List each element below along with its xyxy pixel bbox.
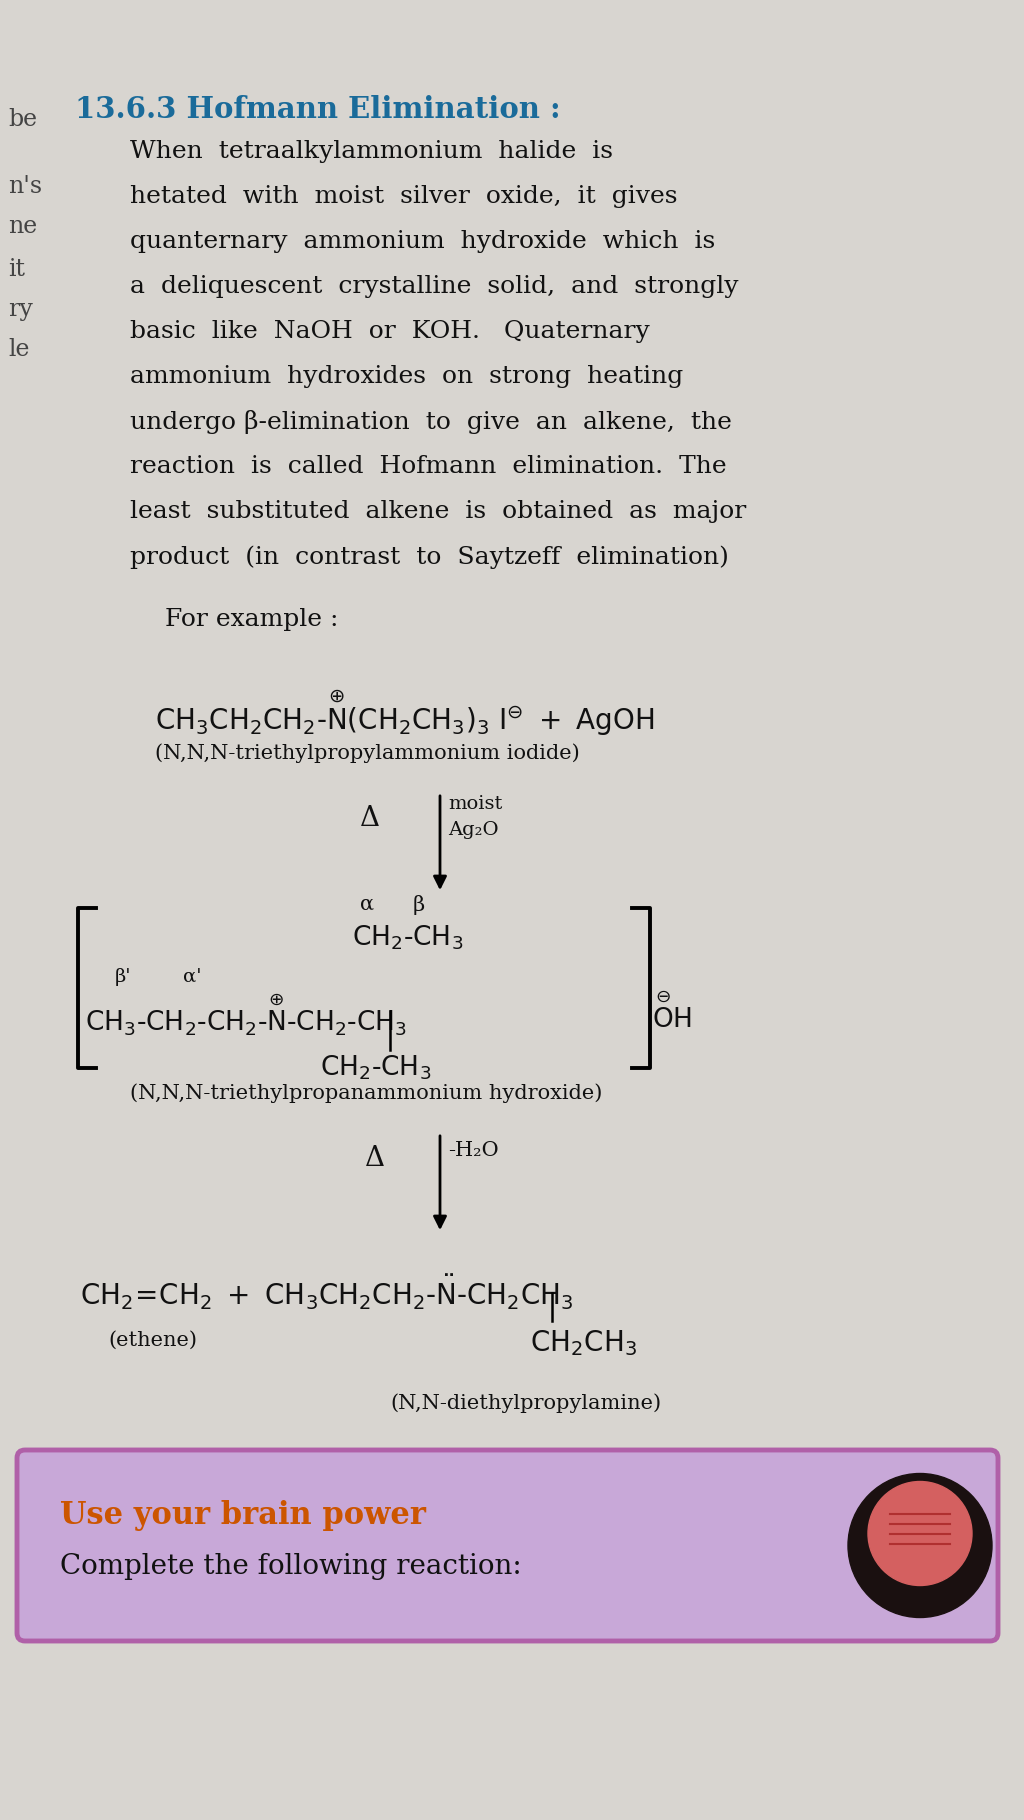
Text: (ethene): (ethene) [108,1330,197,1350]
Text: le: le [8,339,30,360]
Text: α: α [360,895,374,914]
Circle shape [848,1474,992,1618]
Text: ammonium  hydroxides  on  strong  heating: ammonium hydroxides on strong heating [130,366,683,388]
Text: When  tetraalkylammonium  halide  is: When tetraalkylammonium halide is [130,140,613,164]
Text: ry: ry [8,298,33,320]
Text: 13.6.3 Hofmann Elimination :: 13.6.3 Hofmann Elimination : [75,95,561,124]
Text: α': α' [183,968,202,986]
Text: $\mathrm{\overset{\ominus}{O}H}$: $\mathrm{\overset{\ominus}{O}H}$ [652,994,692,1034]
Text: (N,N,N-triethylpropanammonium hydroxide): (N,N,N-triethylpropanammonium hydroxide) [130,1083,602,1103]
Text: reaction  is  called  Hofmann  elimination.  The: reaction is called Hofmann elimination. … [130,455,727,479]
Text: n's: n's [8,175,42,198]
Circle shape [868,1481,972,1585]
Text: be: be [8,107,37,131]
Text: -H₂O: -H₂O [449,1141,499,1159]
Text: Ag₂O: Ag₂O [449,821,499,839]
Text: least  substituted  alkene  is  obtained  as  major: least substituted alkene is obtained as … [130,501,746,522]
Text: product  (in  contrast  to  Saytzeff  elimination): product (in contrast to Saytzeff elimina… [130,544,729,568]
Text: $\mathrm{CH_2\text{-}CH_3}$: $\mathrm{CH_2\text{-}CH_3}$ [352,923,463,952]
Text: (N,N-diethylpropylamine): (N,N-diethylpropylamine) [390,1392,662,1412]
Text: $\mathrm{CH_2CH_3}$: $\mathrm{CH_2CH_3}$ [530,1329,637,1358]
Text: hetated  with  moist  silver  oxide,  it  gives: hetated with moist silver oxide, it give… [130,186,678,207]
Text: basic  like  NaOH  or  KOH.   Quaternary: basic like NaOH or KOH. Quaternary [130,320,650,342]
Text: Use your brain power: Use your brain power [60,1500,426,1531]
Text: Complete the following reaction:: Complete the following reaction: [60,1552,522,1580]
Text: quanternary  ammonium  hydroxide  which  is: quanternary ammonium hydroxide which is [130,229,715,253]
Text: Δ: Δ [365,1145,385,1172]
FancyBboxPatch shape [17,1451,998,1642]
Text: ne: ne [8,215,37,238]
Text: β': β' [115,968,131,986]
Text: For example :: For example : [165,608,339,632]
Text: $\mathrm{CH_3\text{-}CH_2\text{-}CH_2\text{-}\overset{\oplus}{N}\text{-}CH_2\tex: $\mathrm{CH_3\text{-}CH_2\text{-}CH_2\te… [85,994,408,1039]
Text: it: it [8,258,25,280]
Text: $\mathrm{CH_2\text{-}CH_3}$: $\mathrm{CH_2\text{-}CH_3}$ [319,1054,431,1081]
Text: moist: moist [449,795,503,814]
Text: a  deliquescent  crystalline  solid,  and  strongly: a deliquescent crystalline solid, and st… [130,275,738,298]
Text: undergo β-elimination  to  give  an  alkene,  the: undergo β-elimination to give an alkene,… [130,410,732,433]
Text: β: β [413,895,425,915]
Text: $\mathrm{CH_2\!=\!CH_2\ +\ CH_3CH_2CH_2\text{-}\ddot{N}\text{-}CH_2CH_3}$: $\mathrm{CH_2\!=\!CH_2\ +\ CH_3CH_2CH_2\… [80,1272,573,1312]
Text: (N,N,N-triethylpropylammonium iodide): (N,N,N-triethylpropylammonium iodide) [155,743,580,763]
Text: $\mathrm{CH_3CH_2CH_2\text{-}\overset{\oplus}{N}(CH_2CH_3)_3\ I^{\ominus}\ +\ Ag: $\mathrm{CH_3CH_2CH_2\text{-}\overset{\o… [155,688,654,737]
Text: Δ: Δ [360,804,380,832]
